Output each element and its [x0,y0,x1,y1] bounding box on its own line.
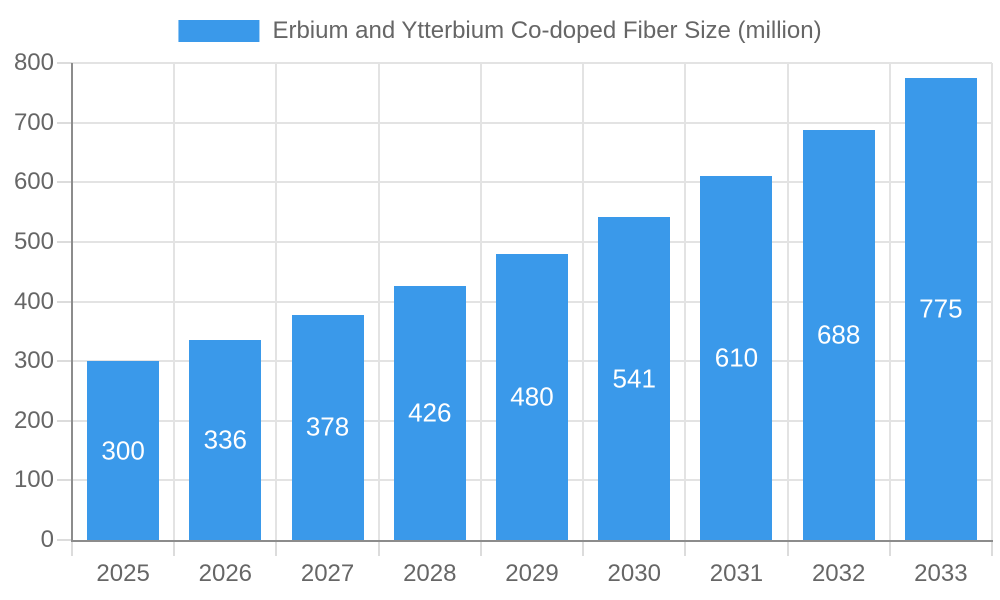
bar-value-label: 775 [919,293,963,324]
y-axis-tick [57,62,72,64]
y-axis-label: 200 [13,406,54,434]
v-gridline [991,63,993,540]
bar[interactable] [291,314,364,540]
bar-value-label: 610 [714,342,759,373]
bar-value-label: 300 [101,435,145,466]
y-axis-tick [57,419,72,422]
bar[interactable] [700,176,773,540]
x-axis-label: 2026 [198,560,253,587]
bar[interactable] [904,77,977,540]
bar[interactable] [87,361,160,540]
x-axis-tick [377,541,380,556]
y-axis-line [71,63,73,542]
v-gridline [479,63,482,540]
y-axis-label: 0 [40,526,54,553]
x-axis-tick [582,541,585,556]
v-gridline [377,63,380,540]
y-axis-tick [57,300,72,303]
x-axis-tick [275,541,278,556]
v-gridline [173,63,176,540]
x-axis-label: 2027 [300,560,355,587]
y-axis-label: 500 [13,227,54,255]
y-axis-tick [57,240,72,243]
chart-legend[interactable]: Erbium and Ytterbium Co-doped Fiber Size… [178,17,822,45]
x-axis-label: 2033 [914,560,968,587]
bar-value-label: 426 [408,397,452,428]
y-axis-tick [57,360,72,363]
y-axis-label: 800 [13,49,54,76]
bar-value-label: 336 [203,424,248,455]
y-axis-tick [57,181,72,184]
y-axis-tick [57,479,72,482]
bar[interactable] [598,217,671,540]
x-axis-tick [479,541,482,556]
x-axis-label: 2025 [96,560,150,587]
h-gridline [72,121,992,124]
v-gridline [888,63,891,540]
y-axis-label: 600 [13,168,54,196]
y-axis-label: 300 [13,347,54,375]
bar-value-label: 480 [510,381,554,412]
bar-value-label: 541 [612,363,656,394]
x-axis-label: 2029 [505,560,559,587]
x-axis-label: 2032 [811,560,866,587]
y-axis-label: 700 [13,108,54,136]
x-axis-tick [888,541,891,556]
h-gridline [72,240,992,243]
h-gridline [72,62,992,64]
bar[interactable] [393,285,466,540]
x-axis-label: 2030 [607,560,661,587]
x-axis-tick [71,541,73,556]
bar[interactable] [802,129,875,540]
bar[interactable] [496,253,568,540]
x-axis-tick [173,541,176,556]
y-axis-label: 400 [13,287,54,315]
x-axis-line [71,540,993,542]
x-axis-tick [991,541,993,556]
bar-value-label: 688 [816,319,861,350]
legend-swatch-icon [178,20,260,42]
y-axis-label: 100 [13,466,54,494]
legend-label: Erbium and Ytterbium Co-doped Fiber Size… [272,17,822,44]
h-gridline [72,181,992,184]
x-axis-label: 2028 [403,560,457,587]
x-axis-tick [684,541,687,556]
v-gridline [582,63,585,540]
v-gridline [684,63,687,540]
x-axis-tick [786,541,789,556]
bar[interactable] [189,339,262,540]
y-axis-tick [57,539,72,541]
v-gridline [786,63,789,540]
bar-value-label: 378 [305,411,350,442]
x-axis-label: 2031 [709,560,764,587]
y-axis-tick [57,121,72,124]
v-gridline [275,63,278,540]
